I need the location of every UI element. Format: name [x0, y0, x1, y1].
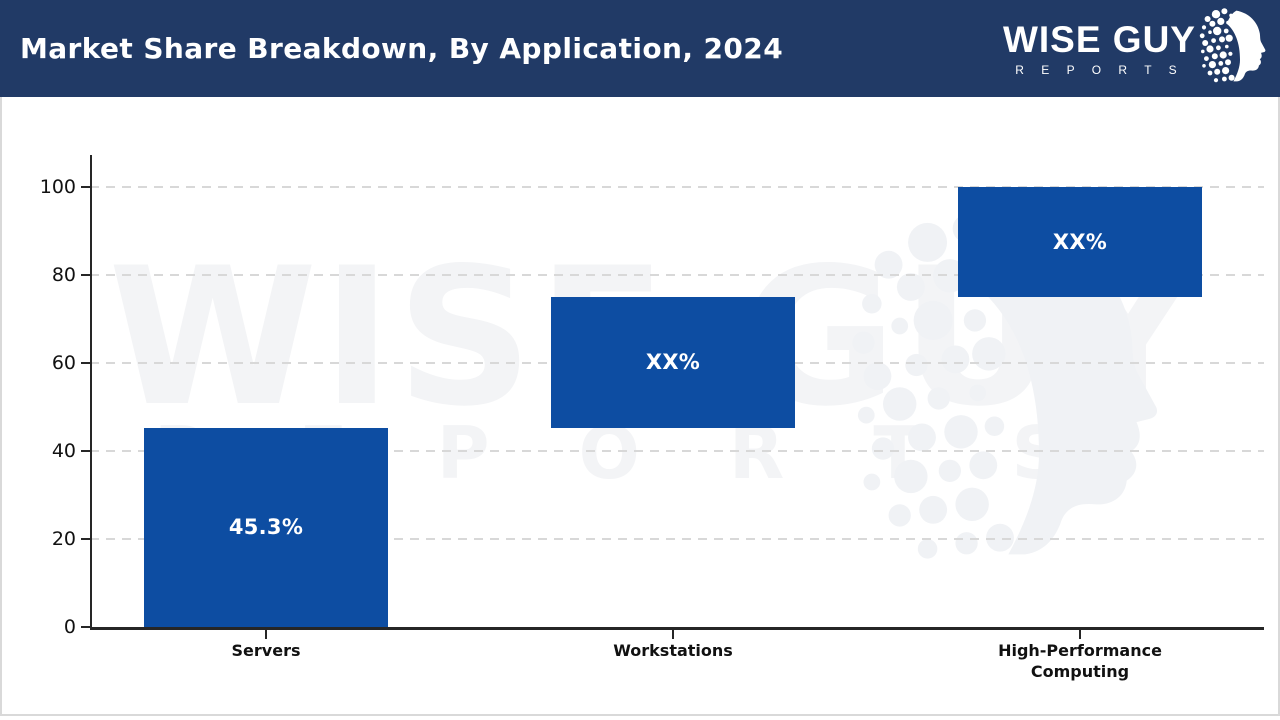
gridline [90, 186, 1264, 188]
category-label-high-performance-computing: High-Performance Computing [998, 641, 1162, 682]
x-axis-tick [265, 630, 267, 639]
x-axis-line [90, 627, 1264, 630]
y-axis-tick [81, 362, 90, 364]
page-title: Market Share Breakdown, By Application, … [20, 32, 784, 65]
header-bar: Market Share Breakdown, By Application, … [0, 0, 1280, 97]
y-axis-line [90, 155, 92, 630]
category-label-servers: Servers [231, 641, 301, 660]
y-axis-tick [81, 538, 90, 540]
bar-servers: 45.3% [144, 427, 388, 627]
x-axis-tick [672, 630, 674, 639]
category-label-workstations: Workstations [613, 641, 733, 660]
y-tick-label: 20 [51, 528, 76, 550]
y-axis-tick [81, 450, 90, 452]
y-tick-label: 80 [51, 264, 76, 286]
brand-subname: R E P O R T S [1015, 62, 1184, 77]
x-axis-tick [1079, 630, 1081, 639]
y-axis-tick [81, 186, 90, 188]
gridline [90, 538, 1264, 540]
bar-high-performance-computing: XX% [958, 187, 1202, 297]
brand-name: WISE GUY [1002, 18, 1196, 60]
bar-workstations: XX% [551, 297, 795, 428]
y-tick-label: 40 [51, 440, 76, 462]
gridline [90, 274, 1264, 276]
bar-value-label: XX% [645, 350, 701, 375]
y-tick-label: 0 [63, 616, 76, 638]
gridline [90, 450, 1264, 452]
brand-logo: WISE GUY R E P O R T S [1003, 7, 1270, 91]
brand-logo-text: WISE GUY R E P O R T S [1003, 21, 1196, 77]
y-axis-tick [81, 626, 90, 628]
chart-panel: WISE GUY R E P O R T S 0 20 40 60 80 100 45.3%… [0, 97, 1280, 716]
waterfall-chart: WISE GUY R E P O R T S 0 20 40 60 80 100 45.3%… [2, 97, 1278, 714]
y-tick-label: 60 [51, 352, 76, 374]
bar-value-label: XX% [1052, 230, 1108, 254]
y-tick-label: 100 [39, 176, 76, 198]
bar-value-label: 45.3% [228, 515, 304, 540]
dotted-head-profile-icon [1199, 7, 1266, 82]
y-axis-tick [81, 274, 90, 276]
